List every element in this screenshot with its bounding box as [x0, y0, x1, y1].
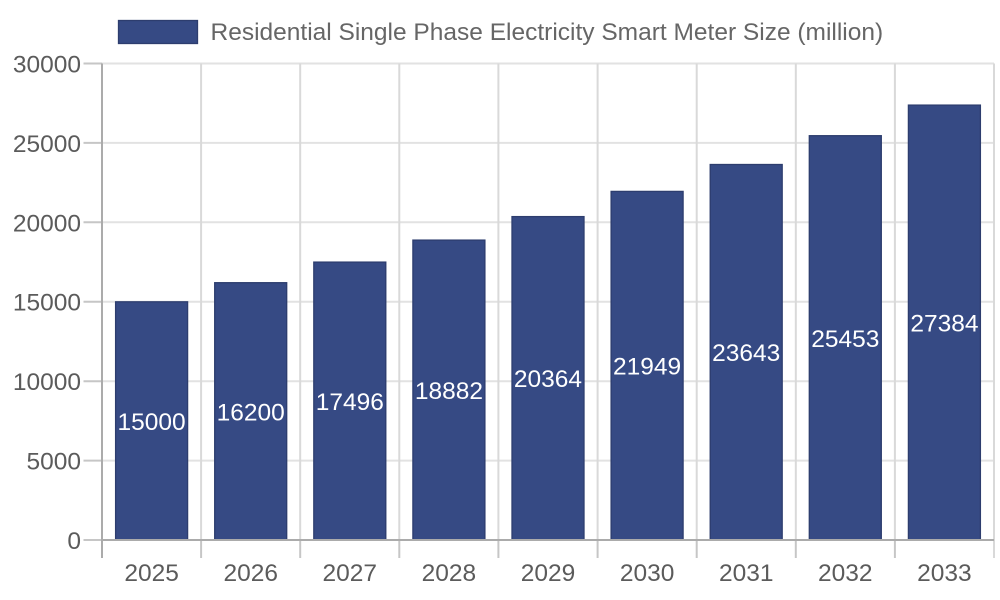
svg-text:20000: 20000 — [13, 210, 81, 237]
svg-text:2030: 2030 — [620, 560, 675, 587]
svg-text:10000: 10000 — [13, 369, 81, 396]
svg-text:16200: 16200 — [217, 399, 285, 426]
svg-text:Residential Single Phase Elect: Residential Single Phase Electricity Sma… — [211, 19, 884, 46]
svg-text:2032: 2032 — [818, 560, 873, 587]
svg-text:15000: 15000 — [13, 290, 81, 317]
svg-text:30000: 30000 — [13, 51, 81, 78]
svg-text:21949: 21949 — [613, 354, 681, 381]
svg-text:2028: 2028 — [422, 560, 477, 587]
svg-text:15000: 15000 — [118, 409, 186, 436]
svg-text:0: 0 — [67, 528, 81, 555]
svg-text:20364: 20364 — [514, 366, 582, 393]
svg-text:27384: 27384 — [910, 311, 978, 338]
svg-text:23643: 23643 — [712, 340, 780, 367]
svg-text:25453: 25453 — [811, 326, 879, 353]
svg-text:2031: 2031 — [719, 560, 774, 587]
svg-text:2025: 2025 — [124, 560, 179, 587]
svg-text:17496: 17496 — [316, 389, 384, 416]
svg-text:2027: 2027 — [323, 560, 378, 587]
svg-text:18882: 18882 — [415, 378, 483, 405]
svg-text:2029: 2029 — [521, 560, 576, 587]
svg-text:2026: 2026 — [223, 560, 278, 587]
svg-text:5000: 5000 — [26, 449, 81, 476]
svg-text:25000: 25000 — [13, 131, 81, 158]
svg-text:2033: 2033 — [917, 560, 972, 587]
